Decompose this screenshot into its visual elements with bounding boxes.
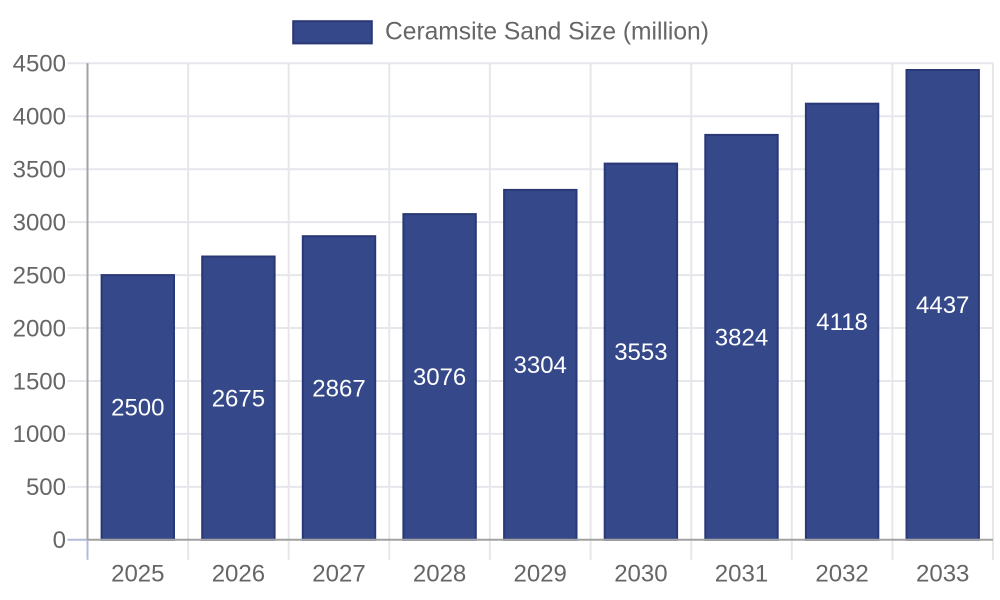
svg-text:1000: 1000 [13,421,66,448]
svg-text:4500: 4500 [13,51,66,78]
svg-text:3553: 3553 [614,339,667,366]
svg-text:2026: 2026 [212,561,265,588]
svg-text:2032: 2032 [815,561,868,588]
svg-text:2033: 2033 [916,561,969,588]
svg-text:4000: 4000 [13,104,66,131]
svg-text:2027: 2027 [312,561,365,588]
svg-text:3500: 3500 [13,157,66,184]
svg-text:3076: 3076 [413,364,466,391]
svg-text:2000: 2000 [13,315,66,342]
svg-text:2025: 2025 [111,561,164,588]
svg-text:2500: 2500 [111,395,164,422]
svg-text:3824: 3824 [715,325,768,352]
svg-text:2029: 2029 [514,561,567,588]
svg-text:4437: 4437 [916,292,969,319]
svg-text:2028: 2028 [413,561,466,588]
svg-text:2867: 2867 [312,375,365,402]
svg-text:500: 500 [26,474,66,501]
svg-text:4118: 4118 [816,309,868,336]
svg-text:Ceramsite Sand Size (million): Ceramsite Sand Size (million) [385,19,709,46]
svg-text:2030: 2030 [614,561,667,588]
svg-text:0: 0 [53,527,66,554]
svg-text:2031: 2031 [715,561,768,588]
svg-text:2500: 2500 [13,262,66,289]
svg-text:3000: 3000 [13,209,66,236]
svg-text:2675: 2675 [212,386,265,413]
svg-text:1500: 1500 [13,368,66,395]
svg-text:3304: 3304 [514,352,567,379]
